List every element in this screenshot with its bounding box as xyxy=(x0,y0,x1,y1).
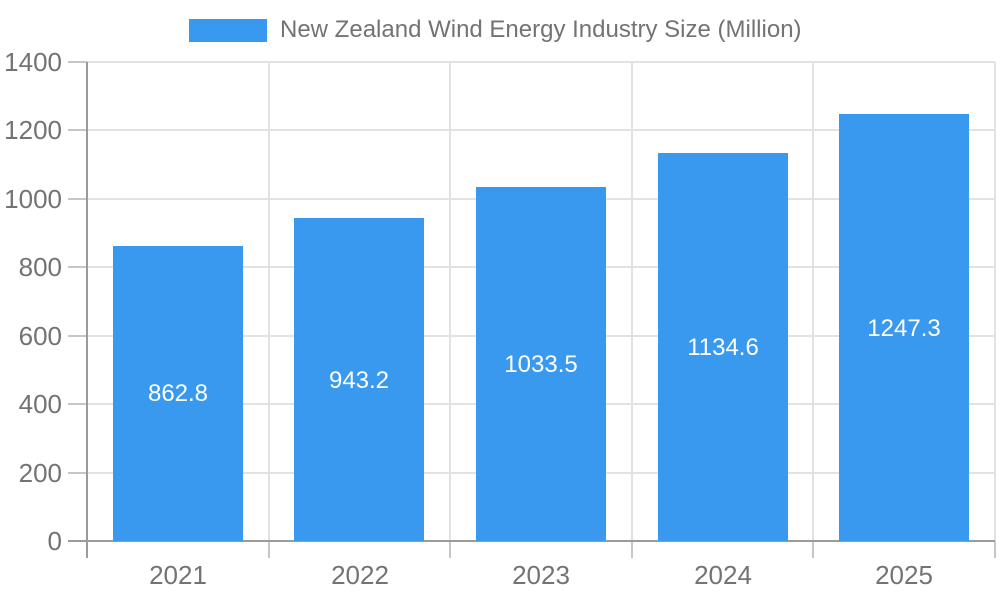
y-axis-tick xyxy=(68,472,87,474)
x-tick-label: 2021 xyxy=(149,560,207,590)
h-gridline xyxy=(87,129,995,131)
y-axis-tick xyxy=(68,335,87,337)
y-tick-label: 1400 xyxy=(4,47,62,77)
x-axis-tick xyxy=(268,541,270,558)
y-tick-label: 1200 xyxy=(4,115,62,145)
y-axis-tick xyxy=(68,266,87,268)
x-axis-tick xyxy=(449,541,451,558)
y-axis-tick xyxy=(68,198,87,200)
v-gridline xyxy=(449,62,451,541)
bar-2021 xyxy=(113,246,243,541)
y-tick-label: 400 xyxy=(18,389,62,419)
y-tick-label: 600 xyxy=(18,321,62,351)
legend-label: New Zealand Wind Energy Industry Size (M… xyxy=(280,16,802,43)
y-tick-label: 1000 xyxy=(4,184,62,214)
bar-value-label: 943.2 xyxy=(328,367,390,394)
x-tick-label: 2024 xyxy=(694,560,752,590)
h-gridline xyxy=(87,61,995,63)
bar-2022 xyxy=(294,218,424,541)
y-tick-label: 0 xyxy=(47,526,62,556)
x-tick-label: 2022 xyxy=(331,560,389,590)
x-axis-tick xyxy=(631,541,633,558)
bar-2023 xyxy=(476,187,606,541)
chart-legend[interactable]: New Zealand Wind Energy Industry Size (M… xyxy=(189,17,802,43)
bar-value-label: 1033.5 xyxy=(504,351,578,378)
y-tick-label: 800 xyxy=(18,252,62,282)
v-gridline xyxy=(268,62,270,541)
x-axis-line xyxy=(68,540,995,542)
bar-2025 xyxy=(839,114,969,541)
v-gridline xyxy=(631,62,633,541)
x-axis-tick xyxy=(812,541,814,558)
bar-2024 xyxy=(658,153,788,541)
y-axis-line xyxy=(86,62,88,558)
x-tick-label: 2023 xyxy=(512,560,570,590)
v-gridline xyxy=(812,62,814,541)
legend-swatch xyxy=(189,18,267,42)
y-axis-tick xyxy=(68,403,87,405)
x-tick-label: 2025 xyxy=(875,560,933,590)
bar-value-label: 862.8 xyxy=(147,380,209,407)
bar-value-label: 1134.6 xyxy=(687,334,759,361)
bar-value-label: 1247.3 xyxy=(867,315,941,342)
x-axis-tick xyxy=(994,541,996,558)
y-axis-tick xyxy=(68,129,87,131)
y-tick-label: 200 xyxy=(18,458,62,488)
v-gridline xyxy=(994,62,996,541)
y-axis-tick xyxy=(68,61,87,63)
